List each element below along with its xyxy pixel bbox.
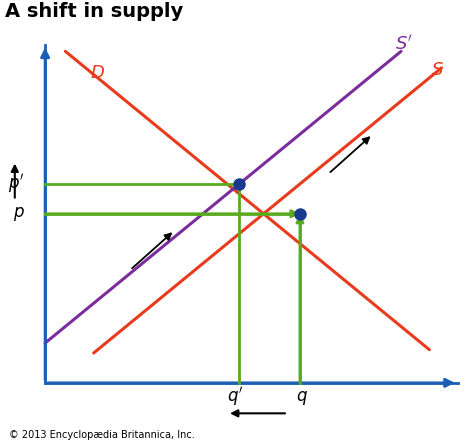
Text: $S$: $S$ xyxy=(431,61,444,78)
Text: $q'$: $q'$ xyxy=(227,385,244,407)
Text: A shift in supply: A shift in supply xyxy=(5,3,183,22)
Text: $D$: $D$ xyxy=(90,64,105,82)
Text: $p'$: $p'$ xyxy=(9,172,25,195)
Text: © 2013 Encyclopædia Britannica, Inc.: © 2013 Encyclopædia Britannica, Inc. xyxy=(9,430,195,440)
Text: $q$: $q$ xyxy=(296,389,308,407)
Text: $S'$: $S'$ xyxy=(395,35,413,54)
Text: $p$: $p$ xyxy=(13,205,25,223)
